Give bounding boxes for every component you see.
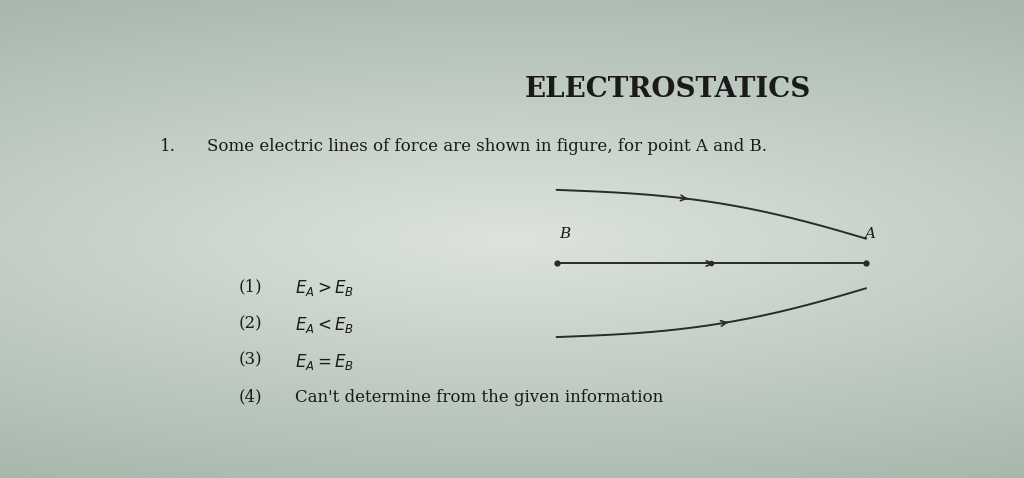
Text: Can't determine from the given information: Can't determine from the given informati… bbox=[295, 389, 663, 406]
Text: Some electric lines of force are shown in figure, for point A and B.: Some electric lines of force are shown i… bbox=[207, 138, 767, 155]
Text: 1.: 1. bbox=[160, 138, 176, 155]
Text: B: B bbox=[559, 228, 570, 241]
Text: $E_A = E_B$: $E_A = E_B$ bbox=[295, 352, 354, 372]
Text: $E_A < E_B$: $E_A < E_B$ bbox=[295, 315, 354, 335]
Text: (3): (3) bbox=[240, 352, 263, 369]
Text: A: A bbox=[864, 228, 876, 241]
Text: ELECTROSTATICS: ELECTROSTATICS bbox=[524, 76, 811, 103]
Text: $E_A > E_B$: $E_A > E_B$ bbox=[295, 278, 354, 298]
Text: (1): (1) bbox=[240, 278, 263, 295]
Text: (4): (4) bbox=[240, 389, 263, 406]
Text: (2): (2) bbox=[240, 315, 263, 332]
